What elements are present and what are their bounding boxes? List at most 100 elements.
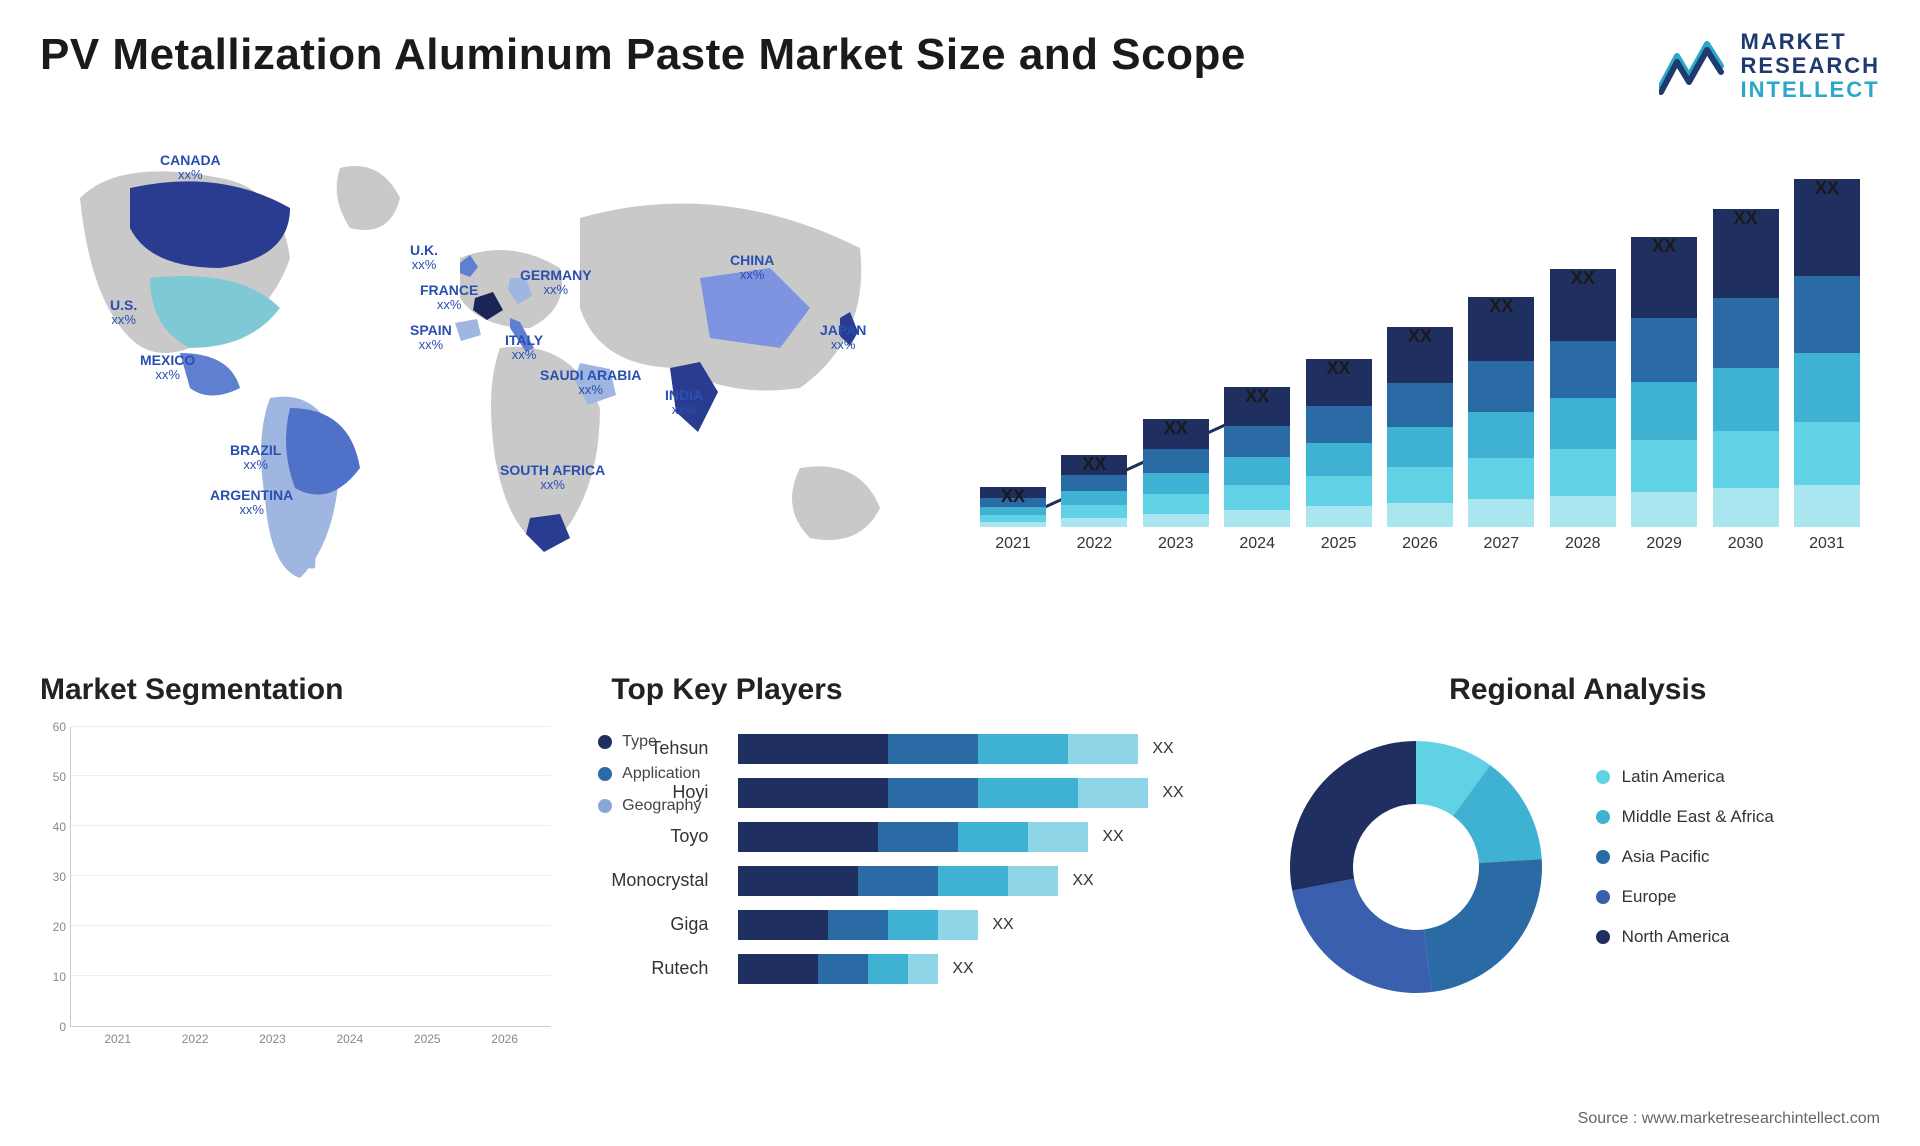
bar-year-label: 2022 [1077, 535, 1113, 553]
bar-col: XX2027 [1468, 173, 1534, 553]
bar-value: XX [1652, 236, 1676, 257]
player-value: XX [992, 916, 1013, 934]
player-name: Giga [611, 903, 708, 947]
region-legend-item: North America [1596, 927, 1774, 947]
bar-col: XX 2030 [1713, 173, 1779, 553]
bar-value: XX [1245, 386, 1269, 407]
donut-slice [1424, 859, 1542, 992]
map-label: SAUDI ARABIAxx% [540, 368, 641, 398]
seg-legend-item: Geography [598, 797, 701, 815]
map-label: ARGENTINAxx% [210, 488, 293, 518]
bar-year-label: 2021 [995, 535, 1031, 553]
seg-ytick: 30 [53, 870, 66, 884]
segmentation-title: Market Segmentation [40, 673, 551, 707]
player-value: XX [1162, 784, 1183, 802]
regional-title: Regional Analysis [1276, 673, 1880, 707]
seg-ytick: 50 [53, 770, 66, 784]
map-label: INDIAxx% [665, 388, 703, 418]
player-value: XX [1152, 740, 1173, 758]
player-value: XX [1102, 828, 1123, 846]
seg-year: 2026 [491, 1032, 518, 1046]
bar-col: XX 2031 [1794, 173, 1860, 553]
bar-value: XX [1164, 418, 1188, 439]
region-legend-item: Middle East & Africa [1596, 807, 1774, 827]
source-text: Source : www.marketresearchintellect.com [1578, 1110, 1880, 1128]
bar-col: XX 2021 [980, 173, 1046, 553]
seg-ytick: 0 [59, 1020, 66, 1034]
logo-line3: INTELLECT [1741, 78, 1880, 102]
regional-legend: Latin America Middle East & Africa Asia Pa… [1596, 767, 1774, 967]
bar-year-label: 2025 [1321, 535, 1357, 553]
seg-legend-item: Type [598, 733, 701, 751]
bar-year-label: 2026 [1402, 535, 1438, 553]
map-label: MEXICOxx% [140, 353, 195, 383]
player-row: XX [738, 903, 1215, 947]
seg-ytick: 60 [53, 720, 66, 734]
player-value: XX [1072, 872, 1093, 890]
player-name: Rutech [611, 947, 708, 991]
region-legend-item: Europe [1596, 887, 1774, 907]
player-row: XX [738, 727, 1215, 771]
player-row: XX [738, 771, 1215, 815]
donut-chart [1276, 727, 1556, 1007]
bar-value: XX [1571, 268, 1595, 289]
map-label: JAPANxx% [820, 323, 866, 353]
donut-slice [1290, 741, 1416, 891]
logo-line1: MARKET [1741, 30, 1880, 54]
map-label: U.S.xx% [110, 298, 137, 328]
page-title: PV Metallization Aluminum Paste Market S… [40, 30, 1246, 80]
map-label: GERMANYxx% [520, 268, 592, 298]
player-row: XX [738, 947, 1215, 991]
logo-icon [1659, 36, 1729, 96]
bar-col: XX 2028 [1550, 173, 1616, 553]
region-legend-item: Asia Pacific [1596, 847, 1774, 867]
bar-value: XX [1001, 486, 1025, 507]
bar-col: XX 2024 [1224, 173, 1290, 553]
donut-slice [1292, 878, 1432, 992]
seg-year: 2022 [182, 1032, 209, 1046]
bar-year-label: 2028 [1565, 535, 1601, 553]
seg-ytick: 40 [53, 820, 66, 834]
map-label: CHINAxx% [730, 253, 774, 283]
bar-value: XX [1734, 208, 1758, 229]
map-label: SPAINxx% [410, 323, 452, 353]
seg-year: 2025 [414, 1032, 441, 1046]
bar-col: XX 2025 [1306, 173, 1372, 553]
regional-chart: Latin America Middle East & Africa Asia Pa… [1276, 727, 1880, 1007]
seg-year: 2021 [104, 1032, 131, 1046]
world-map: CANADAxx% U.S.xx%MEXICOxx% BRAZILxx% ARGENT… [40, 123, 920, 633]
bar-year-label: 2030 [1728, 535, 1764, 553]
logo: MARKET RESEARCH INTELLECT [1659, 30, 1880, 103]
bar-col: XX 2029 [1631, 173, 1697, 553]
bar-value: XX [1327, 358, 1351, 379]
growth-bar-chart: XX2021XX2022XX2023XX2024XX2025XX2026XX20… [960, 123, 1880, 633]
segmentation-legend: Type Application Geography [598, 733, 701, 829]
segmentation-chart: 0102030405060 202120222023202420252026 [40, 727, 551, 1027]
logo-line2: RESEARCH [1741, 54, 1880, 78]
key-players-chart: TehsunHoyiToyoMonocrystalGigaRutech XXXX… [611, 727, 1215, 991]
region-legend-item: Latin America [1596, 767, 1774, 787]
player-value: XX [952, 960, 973, 978]
seg-ytick: 10 [53, 970, 66, 984]
map-label: SOUTH AFRICAxx% [500, 463, 605, 493]
map-label: ITALYxx% [505, 333, 543, 363]
player-row: XX [738, 859, 1215, 903]
bar-value: XX [1408, 326, 1432, 347]
seg-legend-item: Application [598, 765, 701, 783]
bar-year-label: 2031 [1809, 535, 1845, 553]
bar-year-label: 2024 [1239, 535, 1275, 553]
bar-value: XX [1815, 178, 1839, 199]
bar-year-label: 2029 [1646, 535, 1682, 553]
bar-value: XX [1489, 296, 1513, 317]
bar-col: XX 2022 [1061, 173, 1127, 553]
bar-col: XX 2023 [1143, 173, 1209, 553]
seg-year: 2024 [337, 1032, 364, 1046]
seg-ytick: 20 [53, 920, 66, 934]
map-label: FRANCExx% [420, 283, 478, 313]
bar-year-label: 2023 [1158, 535, 1194, 553]
map-label: BRAZILxx% [230, 443, 281, 473]
map-label: U.K.xx% [410, 243, 438, 273]
map-label: CANADAxx% [160, 153, 221, 183]
bar-value: XX [1082, 454, 1106, 475]
player-row: XX [738, 815, 1215, 859]
